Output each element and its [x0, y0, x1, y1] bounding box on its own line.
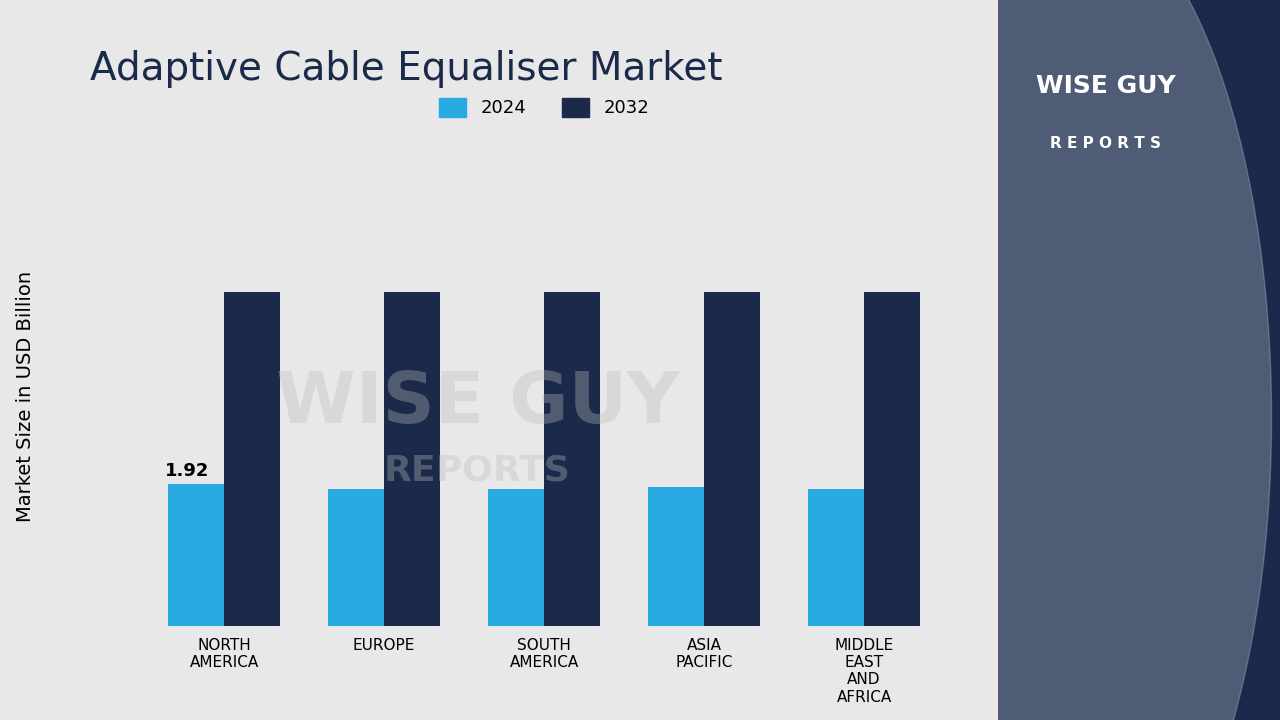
- Bar: [224, 292, 280, 626]
- Bar: [488, 489, 544, 626]
- Bar: [168, 484, 224, 626]
- Bar: [704, 292, 760, 626]
- Bar: [384, 292, 440, 626]
- Bar: [544, 292, 600, 626]
- Legend: 2024, 2032: 2024, 2032: [431, 91, 657, 125]
- Text: R E P O R T S: R E P O R T S: [1050, 137, 1161, 151]
- Bar: [648, 487, 704, 626]
- Text: Adaptive Cable Equaliser Market: Adaptive Cable Equaliser Market: [90, 50, 722, 89]
- Bar: [864, 292, 920, 626]
- Bar: [328, 489, 384, 626]
- Bar: [808, 489, 864, 626]
- Circle shape: [867, 0, 1271, 720]
- Text: REPORTS: REPORTS: [384, 453, 571, 487]
- Text: WISE GUY: WISE GUY: [275, 369, 680, 438]
- Text: Market Size in USD Billion: Market Size in USD Billion: [17, 271, 35, 521]
- Text: WISE GUY: WISE GUY: [1036, 74, 1175, 99]
- Text: 1.92: 1.92: [165, 462, 210, 480]
